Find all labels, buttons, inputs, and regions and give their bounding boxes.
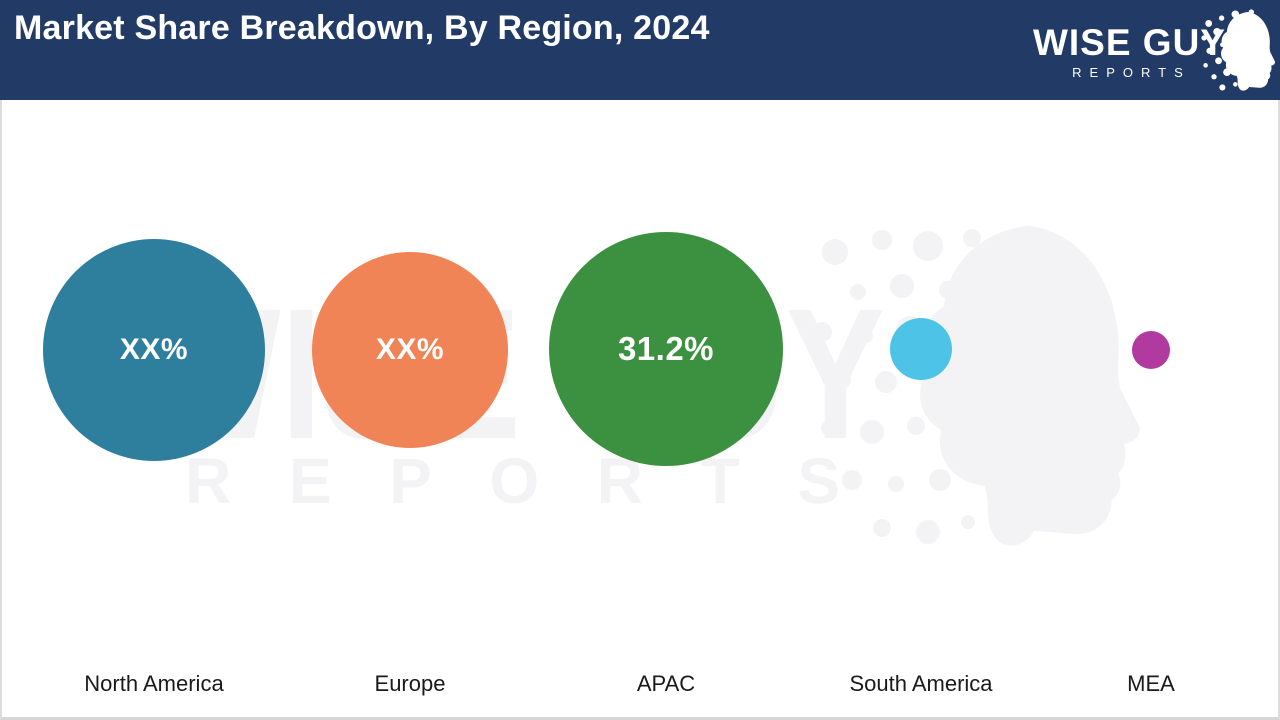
bubble-value-north-america: XX% (119, 333, 189, 366)
header-bar: Market Share Breakdown, By Region, 2024 … (0, 0, 1280, 100)
category-label-europe: Europe (374, 671, 446, 696)
logo-brand-subtitle: REPORTS (1072, 65, 1191, 80)
bubble-apac: 31.2% (549, 232, 783, 466)
bubble-europe: XX% (312, 252, 508, 448)
category-label-apac: APAC (636, 671, 696, 696)
category-label-mea: MEA (1127, 671, 1175, 696)
page-title: Market Share Breakdown, By Region, 2024 (14, 9, 710, 47)
wise-guy-logo: WISE GUY REPORTS (1033, 6, 1278, 98)
watermark-head-silhouette (812, 225, 1140, 546)
bubble-mea (1132, 331, 1170, 369)
watermark-reports-text: REPORTS (185, 445, 840, 517)
bubble-value-europe: XX% (375, 333, 445, 366)
bubble-north-america: XX% (43, 239, 265, 461)
wise-guy-head-icon (1201, 9, 1276, 91)
category-label-south-america: South America (849, 671, 993, 696)
bubble-south-america (890, 318, 952, 380)
category-label-north-america: North America (84, 671, 224, 696)
logo-brand-name: WISE GUY (1032, 22, 1226, 63)
logo-text: WISE GUY REPORTS (1033, 24, 1226, 80)
bubble-value-apac: 31.2% (617, 330, 715, 367)
